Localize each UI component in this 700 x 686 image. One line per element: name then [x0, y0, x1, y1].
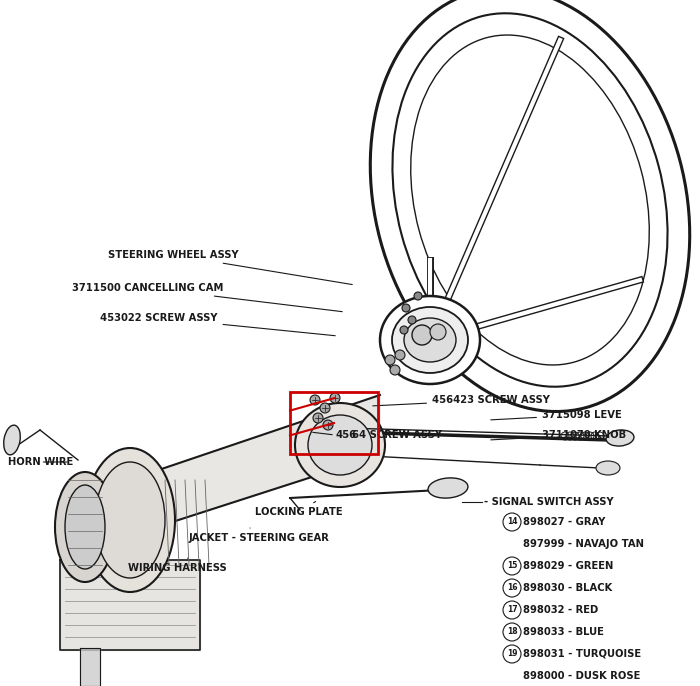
Ellipse shape	[308, 415, 372, 475]
Ellipse shape	[596, 461, 620, 475]
Circle shape	[385, 355, 395, 365]
Circle shape	[402, 304, 410, 312]
Text: 898033 - BLUE: 898033 - BLUE	[523, 627, 604, 637]
Circle shape	[430, 324, 446, 340]
Text: - SIGNAL SWITCH ASSY: - SIGNAL SWITCH ASSY	[484, 497, 614, 507]
Text: 456: 456	[335, 430, 356, 440]
Text: 15: 15	[507, 562, 517, 571]
Text: STEERING WHEEL ASSY: STEERING WHEEL ASSY	[108, 250, 352, 285]
Circle shape	[414, 292, 422, 300]
Ellipse shape	[392, 307, 468, 373]
Text: 14: 14	[507, 517, 517, 526]
Text: 18: 18	[507, 628, 517, 637]
Text: 16: 16	[507, 584, 517, 593]
Ellipse shape	[606, 430, 634, 446]
Text: 898027 - GRAY: 898027 - GRAY	[523, 517, 606, 527]
Ellipse shape	[380, 296, 480, 384]
Circle shape	[503, 557, 521, 575]
Ellipse shape	[404, 318, 456, 362]
Ellipse shape	[4, 425, 20, 455]
Polygon shape	[60, 560, 200, 650]
Bar	[290, 392, 378, 454]
Polygon shape	[70, 395, 380, 555]
Circle shape	[412, 325, 432, 345]
Circle shape	[503, 645, 521, 663]
Ellipse shape	[65, 485, 105, 569]
Ellipse shape	[428, 478, 468, 498]
Text: WIRING HARNESS: WIRING HARNESS	[128, 558, 227, 573]
Circle shape	[503, 623, 521, 641]
Text: LOCKING PLATE: LOCKING PLATE	[255, 501, 342, 517]
Text: 3711500 CANCELLING CAM: 3711500 CANCELLING CAM	[72, 283, 342, 311]
Text: 453022 SCREW ASSY: 453022 SCREW ASSY	[100, 313, 335, 335]
Text: 456423 SCREW ASSY: 456423 SCREW ASSY	[373, 395, 550, 406]
Ellipse shape	[55, 472, 115, 582]
Text: 3715098 LEVE: 3715098 LEVE	[491, 410, 622, 420]
Circle shape	[395, 350, 405, 360]
Ellipse shape	[85, 448, 175, 592]
Circle shape	[313, 413, 323, 423]
Circle shape	[320, 403, 330, 413]
Text: 64 SCREW ASSY: 64 SCREW ASSY	[352, 430, 442, 440]
Text: 897999 - NAVAJO TAN: 897999 - NAVAJO TAN	[523, 539, 644, 549]
Text: 898031 - TURQUOISE: 898031 - TURQUOISE	[523, 649, 641, 659]
Text: 19: 19	[507, 650, 517, 659]
Circle shape	[390, 365, 400, 375]
Circle shape	[503, 601, 521, 619]
Text: 3711070 KNOB: 3711070 KNOB	[491, 430, 626, 440]
Ellipse shape	[95, 462, 165, 578]
Polygon shape	[80, 648, 100, 686]
Circle shape	[330, 393, 340, 403]
Circle shape	[503, 513, 521, 531]
Text: 17: 17	[507, 606, 517, 615]
Text: 898032 - RED: 898032 - RED	[523, 605, 598, 615]
Ellipse shape	[295, 403, 385, 487]
Text: 898030 - BLACK: 898030 - BLACK	[523, 583, 612, 593]
Text: 898000 - DUSK ROSE: 898000 - DUSK ROSE	[523, 671, 640, 681]
Circle shape	[323, 420, 333, 430]
Circle shape	[400, 326, 408, 334]
Text: JACKET - STEERING GEAR: JACKET - STEERING GEAR	[188, 528, 329, 543]
Text: 898029 - GREEN: 898029 - GREEN	[523, 561, 613, 571]
Circle shape	[408, 316, 416, 324]
Text: HORN WIRE: HORN WIRE	[8, 457, 74, 467]
Circle shape	[310, 395, 320, 405]
Circle shape	[503, 579, 521, 597]
